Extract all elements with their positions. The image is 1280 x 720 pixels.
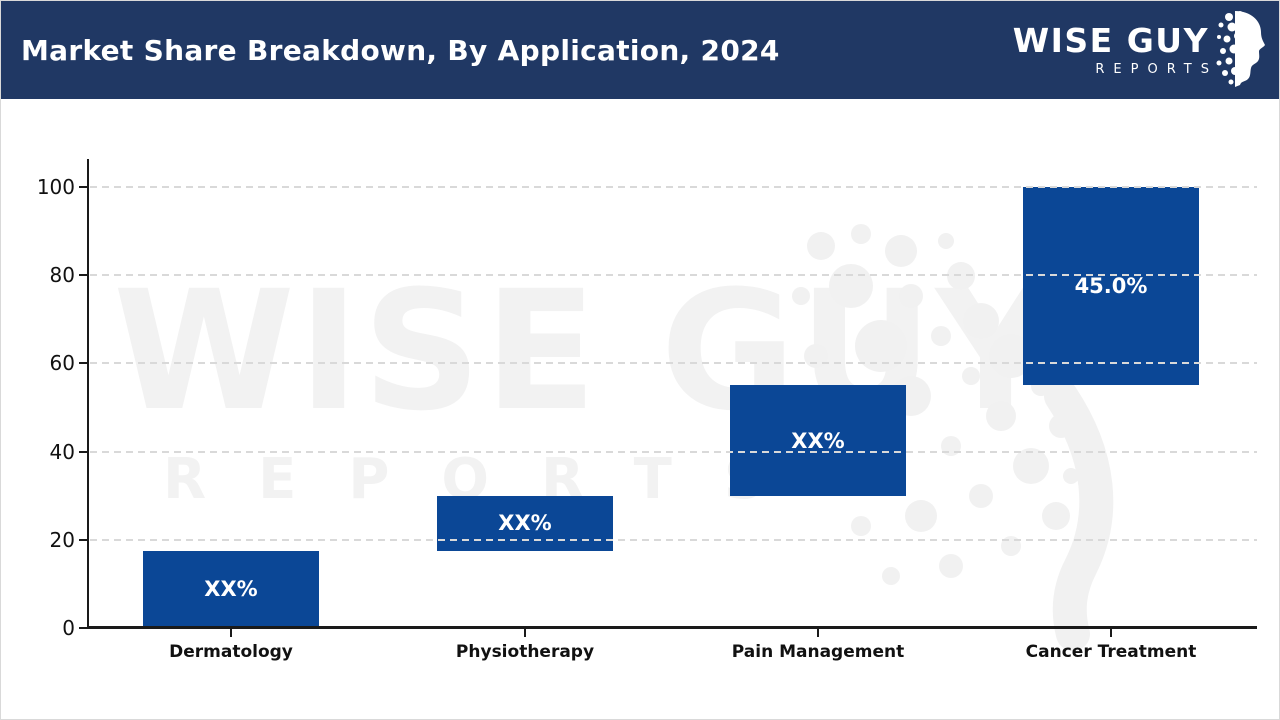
y-tick [79, 274, 87, 277]
y-tick-label: 40 [49, 439, 75, 464]
y-tick-label: 80 [49, 263, 75, 288]
x-tick [1110, 629, 1112, 637]
x-tick [230, 629, 232, 637]
y-tick-label: 60 [49, 351, 75, 376]
brand-logo-text: WISE GUY REPORTS [1013, 24, 1209, 77]
bar-segment [143, 550, 319, 628]
gridline [90, 186, 1257, 188]
brand-name: WISE GUY [1012, 20, 1209, 60]
x-category-label: Dermatology [169, 642, 293, 662]
brand-subtitle: REPORTS [1095, 61, 1218, 77]
x-category-label: Pain Management [731, 642, 905, 662]
y-tick [79, 538, 87, 541]
y-tick-label: 0 [62, 616, 75, 640]
bar-value-label: XX% [791, 428, 845, 453]
x-tick [817, 629, 819, 637]
x-axis-line [87, 626, 1257, 629]
y-tick [79, 186, 87, 188]
x-category-label: Physiotherapy [455, 642, 595, 662]
x-category-label: Cancer Treatment [1025, 642, 1197, 662]
y-tick [79, 362, 87, 365]
bar-segment [730, 385, 906, 496]
bar-value-label: XX% [204, 577, 258, 602]
x-tick [524, 629, 526, 637]
brand-logo: WISE GUY REPORTS [1013, 9, 1265, 91]
gridline [90, 362, 1257, 365]
bar-value-label: XX% [498, 511, 552, 536]
y-tick [79, 450, 87, 453]
header-bar: Market Share Breakdown, By Application, … [1, 1, 1279, 99]
bar-segment [1023, 187, 1199, 386]
bar-value-label: 45.0% [1074, 274, 1148, 299]
y-axis-line [87, 159, 89, 628]
page-title: Market Share Breakdown, By Application, … [21, 33, 780, 67]
gridline [90, 538, 1257, 541]
brand-face-icon [1213, 9, 1265, 91]
gridline [90, 450, 1257, 453]
gridline [90, 274, 1257, 277]
y-tick [79, 627, 87, 629]
y-tick-label: 100 [36, 175, 75, 199]
bar-segment [437, 495, 613, 551]
y-tick-label: 20 [49, 527, 75, 552]
